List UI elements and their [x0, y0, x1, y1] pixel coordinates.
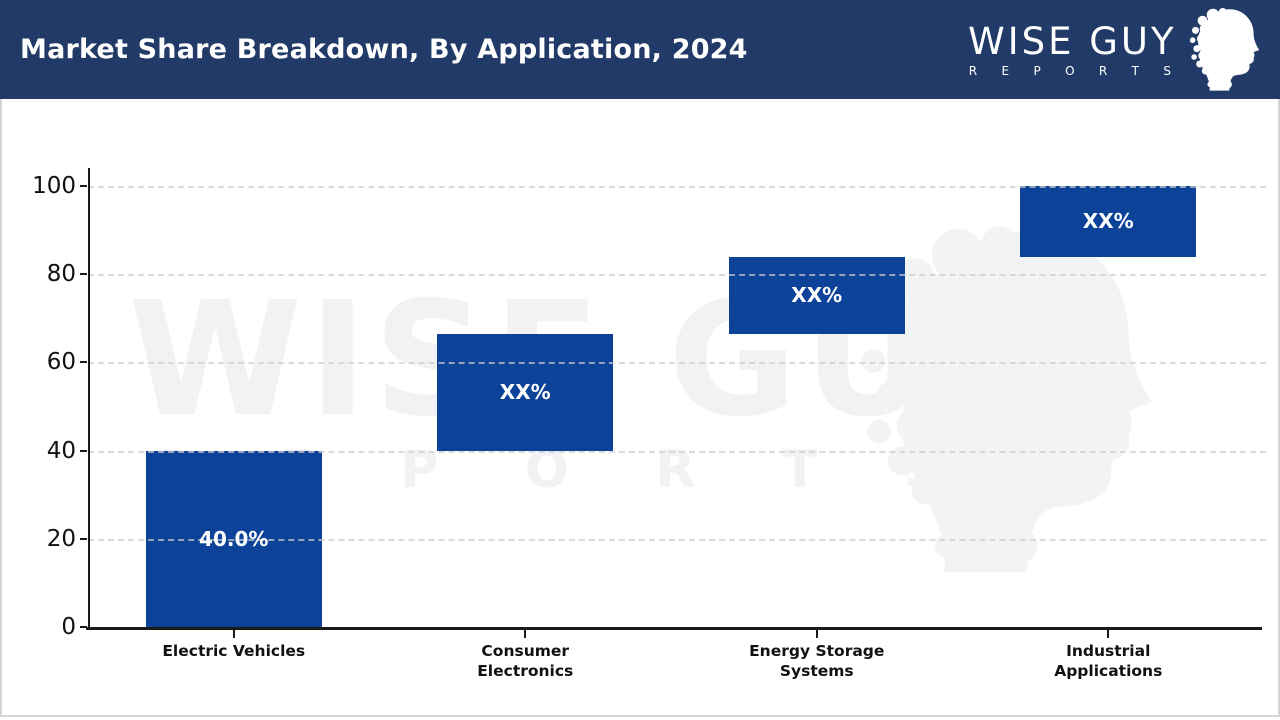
logo-wiseguy-text: WISE GUY	[968, 19, 1177, 63]
y-axis-tick-mark	[80, 185, 87, 187]
x-axis-tick-mark	[1107, 630, 1110, 638]
x-axis-tick-mark	[815, 630, 818, 638]
wiseguy-logo: WISE GUY R E P O R T S	[963, 7, 1280, 92]
bar-value-label: XX%	[791, 283, 843, 308]
x-axis-line	[86, 627, 1262, 630]
y-axis-tick-label: 60	[46, 349, 76, 376]
gridline-80	[88, 274, 1266, 277]
y-axis-tick-mark	[80, 273, 87, 276]
header-banner: Market Share Breakdown, By Application, …	[0, 0, 1280, 99]
y-axis-tick-mark	[80, 537, 87, 540]
x-axis-tick-mark	[524, 630, 527, 638]
y-axis-tick-label: 20	[46, 525, 76, 552]
y-axis-tick-label: 40	[46, 437, 76, 464]
bar-value-label: XX%	[499, 380, 551, 405]
logo-reports-text: R E P O R T S	[968, 63, 1182, 78]
y-axis-tick-label: 80	[46, 261, 76, 288]
category-label: Electric Vehicles	[162, 642, 306, 660]
y-axis-line	[88, 168, 90, 629]
category-label: Industrial Applications	[1054, 642, 1163, 680]
bar-value-label: 40.0%	[199, 526, 269, 551]
y-axis-tick-label: 100	[32, 173, 76, 199]
x-axis-tick-mark	[232, 630, 235, 638]
y-axis-tick-label: 0	[61, 614, 76, 640]
y-axis-tick-mark	[80, 361, 87, 364]
category-label: Energy Storage Systems	[749, 642, 885, 680]
logo-head-icon	[1189, 7, 1260, 91]
page-title: Market Share Breakdown, By Application, …	[20, 34, 748, 65]
bar-value-label: XX%	[1082, 209, 1134, 234]
category-label: Consumer Electronics	[477, 642, 574, 680]
gridline-60	[88, 362, 1266, 365]
y-axis-tick-mark	[80, 449, 87, 452]
